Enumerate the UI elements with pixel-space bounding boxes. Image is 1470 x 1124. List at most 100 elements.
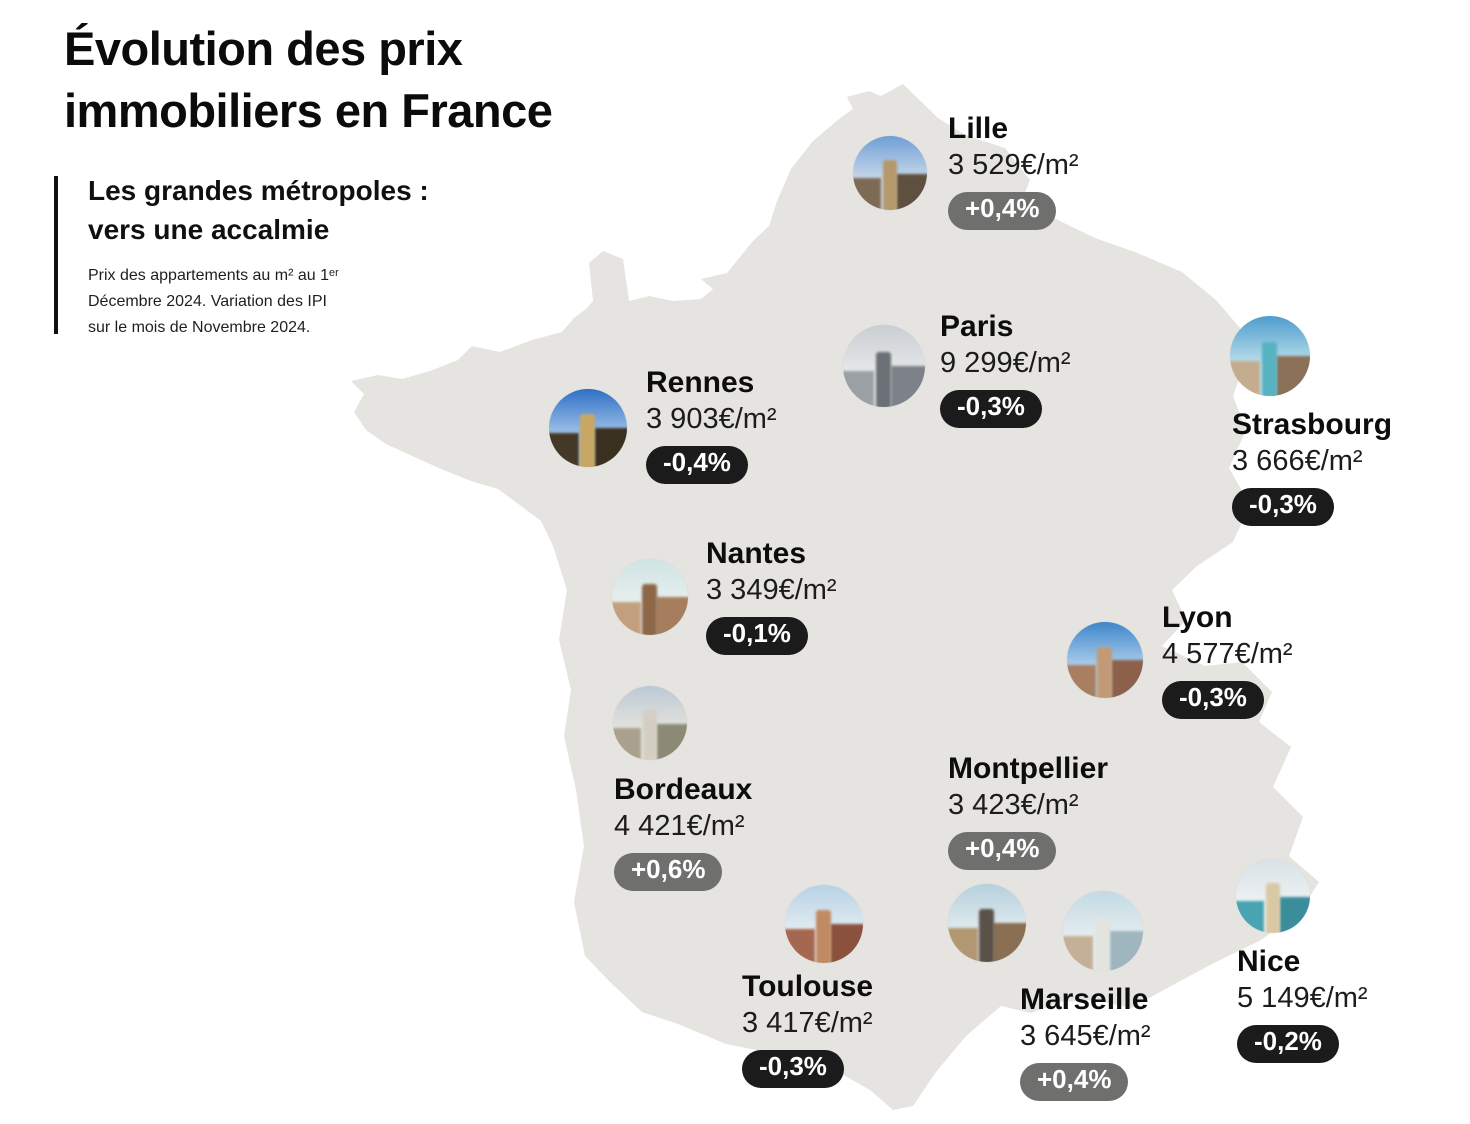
city-info-strasbourg: Strasbourg 3 666€/m² -0,3% (1232, 408, 1393, 527)
photo-building-left (1067, 665, 1096, 698)
photo-building-right (890, 366, 925, 407)
photo-building-left (1063, 936, 1094, 971)
city-change-badge: +0,6% (614, 852, 723, 892)
city-photo-paris (843, 325, 925, 407)
city-change-badge: -0,2% (1237, 1024, 1339, 1064)
city-price: 4 577€/m² (1162, 637, 1293, 670)
city-name: Nice (1237, 945, 1301, 978)
photo-tower (642, 583, 657, 635)
city-name: Lille (948, 112, 1009, 145)
photo-building-right (1109, 931, 1143, 971)
city-info-montpellier: Montpellier 3 423€/m² +0,4% (948, 752, 1109, 871)
city-name: Bordeaux (614, 773, 753, 806)
city-photo-nice (1236, 859, 1310, 933)
city-info-rennes: Rennes 3 903€/m² -0,4% (646, 366, 777, 485)
city-photo-marseille (1063, 891, 1143, 971)
city-change-badge: -0,3% (742, 1049, 844, 1089)
photo-tower (642, 710, 657, 760)
city-info-bordeaux: Bordeaux 4 421€/m² +0,6% (614, 773, 753, 892)
city-info-lyon: Lyon 4 577€/m² -0,3% (1162, 601, 1293, 720)
photo-building-left (1230, 361, 1261, 396)
city-info-lille: Lille 3 529€/m² +0,4% (948, 112, 1079, 231)
city-change-badge: -0,3% (940, 389, 1042, 429)
description-line2: Décembre 2024. Variation des IPI (88, 293, 327, 311)
city-change-badge: +0,4% (1020, 1062, 1129, 1102)
city-photo-montpellier (948, 884, 1026, 962)
photo-building-left (613, 727, 642, 760)
subtitle: Les grandes métropoles : vers une accalm… (88, 172, 474, 249)
subtitle-accent-bar (54, 176, 58, 334)
subtitle-block: Les grandes métropoles : vers une accalm… (54, 172, 474, 341)
photo-building-left (948, 928, 978, 962)
photo-building-right (1276, 356, 1310, 396)
city-price: 3 529€/m² (948, 148, 1079, 181)
photo-tower (580, 414, 595, 467)
city-price: 3 645€/m² (1020, 1019, 1151, 1052)
city-photo-strasbourg (1230, 316, 1310, 396)
city-change-badge: -0,4% (646, 445, 748, 485)
description-line3: sur le mois de Novembre 2024. (88, 319, 311, 337)
photo-tower (1097, 646, 1112, 698)
subtitle-line1: Les grandes métropoles : (88, 175, 429, 206)
city-price: 3 903€/m² (646, 402, 777, 435)
subtitle-line2: vers une accalmie (88, 213, 330, 245)
city-price: 3 666€/m² (1232, 444, 1363, 477)
city-name: Rennes (646, 366, 755, 399)
city-photo-rennes (549, 389, 627, 467)
city-change-badge: -0,3% (1232, 487, 1334, 527)
photo-building-right (1278, 896, 1310, 933)
photo-building-right (993, 923, 1026, 962)
page-title-line1: Évolution des prix (64, 22, 463, 75)
photo-tower (875, 351, 892, 407)
city-change-badge: -0,1% (706, 616, 808, 656)
photo-tower (1262, 342, 1278, 396)
city-price: 9 299€/m² (940, 346, 1071, 379)
description-line1: Prix des appartements au m² au 1ᵉʳ (88, 267, 339, 285)
city-name: Marseille (1020, 983, 1149, 1016)
photo-tower (1265, 883, 1280, 933)
city-photo-toulouse (785, 885, 863, 963)
city-info-toulouse: Toulouse 3 417€/m² -0,3% (742, 970, 874, 1089)
france-map-shape (351, 84, 1319, 1110)
city-price: 3 417€/m² (742, 1006, 873, 1039)
city-info-paris: Paris 9 299€/m² -0,3% (940, 310, 1071, 429)
photo-building-right (1111, 660, 1143, 698)
photo-building-left (785, 929, 815, 963)
photo-tower (882, 160, 897, 210)
city-price: 3 349€/m² (706, 573, 837, 606)
photo-building-left (853, 177, 882, 210)
photo-building-left (612, 602, 641, 635)
city-change-badge: -0,3% (1162, 680, 1264, 720)
city-change-badge: +0,4% (948, 831, 1057, 871)
city-photo-nantes (612, 559, 688, 635)
city-photo-lyon (1067, 622, 1143, 698)
photo-building-right (830, 924, 863, 963)
city-info-marseille: Marseille 3 645€/m² +0,4% (1020, 983, 1151, 1102)
photo-building-left (549, 433, 579, 467)
photo-building-right (656, 597, 688, 635)
photo-tower (1095, 917, 1111, 971)
city-photo-lille (853, 136, 927, 210)
city-name: Paris (940, 310, 1014, 343)
description: Prix des appartements au m² au 1ᵉʳ Décem… (88, 263, 474, 341)
city-info-nantes: Nantes 3 349€/m² -0,1% (706, 537, 837, 656)
city-price: 5 149€/m² (1237, 981, 1368, 1014)
photo-building-left (843, 371, 875, 407)
photo-tower (979, 909, 994, 962)
city-price: 3 423€/m² (948, 788, 1079, 821)
city-name: Nantes (706, 537, 807, 570)
city-name: Montpellier (948, 752, 1109, 785)
city-name: Strasbourg (1232, 408, 1393, 441)
photo-tower (816, 910, 831, 963)
city-name: Toulouse (742, 970, 874, 1003)
photo-building-right (594, 428, 627, 467)
photo-building-right (895, 173, 927, 210)
city-change-badge: +0,4% (948, 191, 1057, 231)
page-title: Évolution des prix immobiliers en France (64, 18, 553, 142)
city-info-nice: Nice 5 149€/m² -0,2% (1237, 945, 1368, 1064)
photo-building-right (655, 723, 687, 760)
photo-building-left (1236, 900, 1265, 933)
page-title-line2: immobiliers en France (64, 84, 553, 138)
